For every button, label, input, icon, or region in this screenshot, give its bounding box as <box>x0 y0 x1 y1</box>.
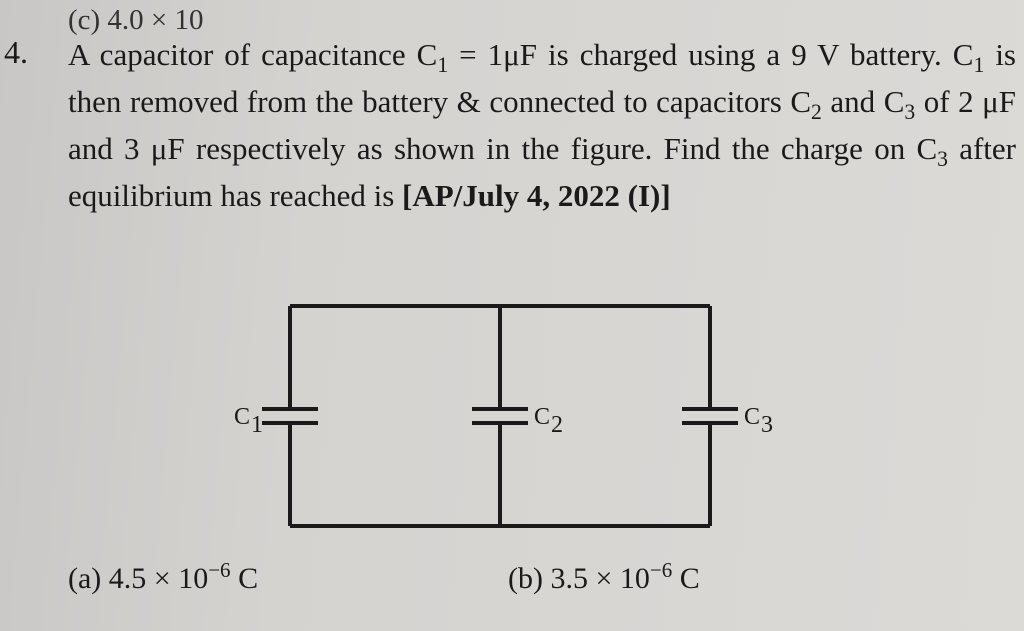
q-frag-1: A capacitor of capacitance C <box>68 37 437 72</box>
q-sub-2: 1 <box>973 53 984 77</box>
ans-a-val: 4.5 × 10 <box>109 562 208 595</box>
page: { "prev_line": "(c) 4.0 × 10", "question… <box>0 0 1024 631</box>
svg-text:C: C <box>234 404 250 430</box>
previous-answer-line: (c) 4.0 × 10 <box>68 4 204 37</box>
svg-text:1: 1 <box>251 412 263 438</box>
q-sub-4: 3 <box>904 100 915 124</box>
ans-b-prefix: (b) <box>508 562 550 595</box>
svg-text:3: 3 <box>761 412 773 438</box>
question-text: A capacitor of capacitance C1 = 1μF is c… <box>68 34 1016 218</box>
q-frag-4: and C <box>822 84 905 119</box>
answer-a: (a) 4.5 × 10−6 C <box>68 558 508 596</box>
q-sub-3: 2 <box>811 100 822 124</box>
ans-b-exp: −6 <box>650 558 672 582</box>
ans-a-exp: −6 <box>208 558 230 582</box>
svg-text:C: C <box>744 404 760 430</box>
ans-b-unit: C <box>672 562 700 595</box>
q-frag-2: = 1μF is charged using a 9 V battery. C <box>448 37 973 72</box>
question-source-tag: [AP/July 4, 2022 (I)] <box>402 178 671 213</box>
svg-text:C: C <box>534 404 550 430</box>
prev-text: (c) 4.0 × 10 <box>68 4 204 36</box>
q-sub-5: 3 <box>937 147 948 171</box>
svg-text:2: 2 <box>551 412 563 438</box>
ans-a-unit: C <box>231 562 259 595</box>
answer-b: (b) 3.5 × 10−6 C <box>508 558 700 596</box>
ans-b-val: 3.5 × 10 <box>550 562 649 595</box>
circuit-diagram: C1C2C3 <box>210 286 810 546</box>
q-sub-1: 1 <box>437 53 448 77</box>
answers-row: (a) 4.5 × 10−6 C (b) 3.5 × 10−6 C <box>68 558 1012 596</box>
ans-a-prefix: (a) <box>68 562 109 595</box>
question-number: 4. <box>4 34 28 71</box>
circuit-svg: C1C2C3 <box>210 286 810 546</box>
